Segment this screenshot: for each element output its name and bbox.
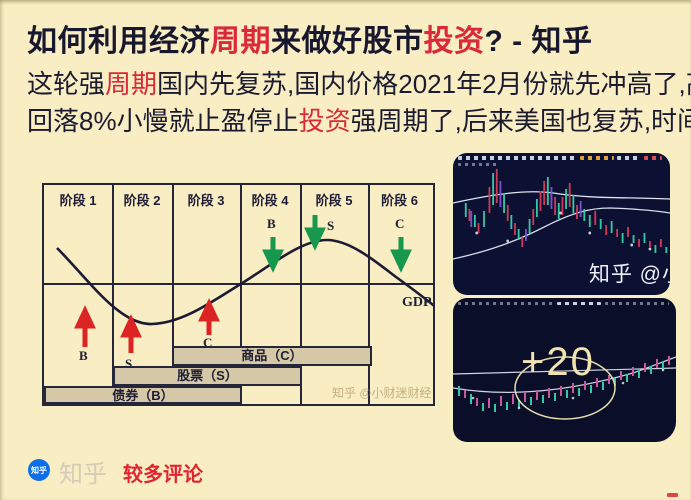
comments-count-badge: 较多评论 <box>123 464 203 486</box>
stage-label-1: 阶段 1 <box>59 193 97 208</box>
buy-label-b: B <box>79 348 88 363</box>
bonds-bar: 债券（B） <box>44 386 242 404</box>
diagram-watermark: 知乎 @小财迷财经 <box>332 386 432 400</box>
stage-label-6: 阶段 6 <box>381 193 418 208</box>
candles-green <box>464 173 668 253</box>
plus20-overlay-text: +20 <box>521 340 595 384</box>
stage-label-2: 阶段 2 <box>123 193 161 208</box>
chart-watermark: 知乎 @小 <box>588 263 670 286</box>
snippet-segment: 回落8%小慢就止盈停止 <box>27 106 299 136</box>
candlestick-chart <box>453 356 676 420</box>
title-segment: ? - 知乎 <box>484 25 593 58</box>
snippet-segment: 这轮强 <box>27 69 106 99</box>
moving-average-line <box>453 207 670 260</box>
gdp-label: GDP <box>402 295 432 310</box>
candles-green <box>458 362 664 412</box>
result-snippet: 这轮强周期国内先复苏,国内价格2021年2月份就先冲高了,高位 回落8%小慢就止… <box>27 66 691 140</box>
ticker-strip <box>580 156 614 160</box>
moving-average-line <box>453 367 676 375</box>
ticker-strip <box>605 302 669 305</box>
commodities-bar: 商品（C） <box>172 346 372 366</box>
sell-label-s: S <box>327 218 335 233</box>
buy-label-s: S <box>125 356 133 371</box>
highlight-ellipse <box>514 356 616 420</box>
ticker-strip <box>458 156 576 160</box>
stage-divider <box>368 185 370 404</box>
snippet-segment: 强周期了,后来美国也复苏,时间… <box>350 106 691 136</box>
stage-divider <box>112 185 114 404</box>
ticker-strip <box>644 156 662 160</box>
moving-average-line <box>453 191 670 204</box>
buy-label-c: C <box>203 335 213 350</box>
zhihu-brand-text: 知乎 <box>59 461 107 488</box>
stage-label-3: 阶段 3 <box>187 193 225 208</box>
sell-arrows-green <box>262 215 412 273</box>
stage-label-4: 阶段 4 <box>251 193 289 208</box>
chart-dots <box>471 368 665 410</box>
clipped-red-mark <box>667 493 678 497</box>
stocks-bar: 股票（S） <box>113 366 302 386</box>
title-keyword-highlight: 周期 <box>210 25 271 58</box>
stock-chart-thumbnail-bottom[interactable]: +20 <box>453 298 676 442</box>
zhihu-logo: 知乎 <box>28 459 50 481</box>
stage-divider <box>240 185 242 404</box>
sell-label-b: B <box>267 216 276 231</box>
stage-label-5: 阶段 5 <box>315 193 353 208</box>
buy-arrows-red <box>74 298 220 353</box>
snippet-segment: 国内先复苏,国内价格2021年2月份就先冲高了,高位 <box>157 69 691 99</box>
snippet-keyword-highlight: 周期 <box>105 69 158 99</box>
candles-red <box>468 169 662 247</box>
candlestick-chart <box>453 169 670 260</box>
sell-label-c: C <box>395 216 405 231</box>
ticker-strip <box>617 156 641 160</box>
stage-divider <box>172 185 174 404</box>
moving-average-line <box>453 356 676 393</box>
snippet-line-2: 回落8%小慢就止盈停止投资强周期了,后来美国也复苏,时间… <box>27 103 691 140</box>
chart-dots <box>475 211 652 251</box>
title-keyword-highlight: 投资 <box>423 25 485 58</box>
result-title[interactable]: 如何利用经济周期来做好股市投资? - 知乎 <box>27 16 593 60</box>
snippet-line-1: 这轮强周期国内先复苏,国内价格2021年2月份就先冲高了,高位 <box>27 66 691 103</box>
candles-magenta <box>464 356 670 408</box>
stage-divider <box>300 185 302 404</box>
title-segment: 来做好股市 <box>271 25 424 58</box>
ticker-strip <box>458 302 554 305</box>
ticker-strip <box>458 163 498 166</box>
title-segment: 如何利用经济 <box>27 25 210 58</box>
economic-cycle-diagram: 阶段 1 阶段 2 阶段 3 阶段 4 阶段 5 阶段 6 B S C B S … <box>42 183 435 406</box>
ticker-strip <box>557 302 601 305</box>
cycle-curve-path <box>56 238 433 326</box>
snippet-keyword-highlight: 投资 <box>298 106 351 136</box>
candles-purple <box>470 181 582 241</box>
gdp-cycle-curve <box>56 215 433 353</box>
stock-chart-thumbnail-top[interactable]: 知乎 @小 <box>453 153 670 295</box>
